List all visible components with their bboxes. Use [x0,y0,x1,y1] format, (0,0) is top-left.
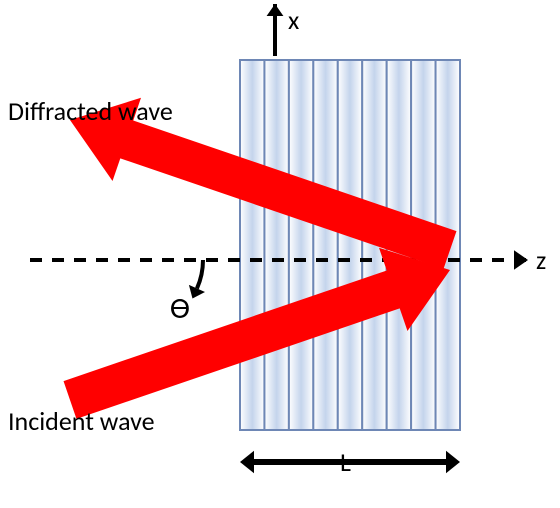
label-diffracted: Diffracted wave [8,95,173,127]
label-theta: Ө [170,290,190,327]
label-length: L [340,446,351,478]
label-z-axis: z [536,244,546,276]
label-incident: Incident wave [8,405,155,437]
diagram-stage: Diffracted wave Incident wave x z Ө L [0,0,560,508]
label-x-axis: x [288,4,299,36]
